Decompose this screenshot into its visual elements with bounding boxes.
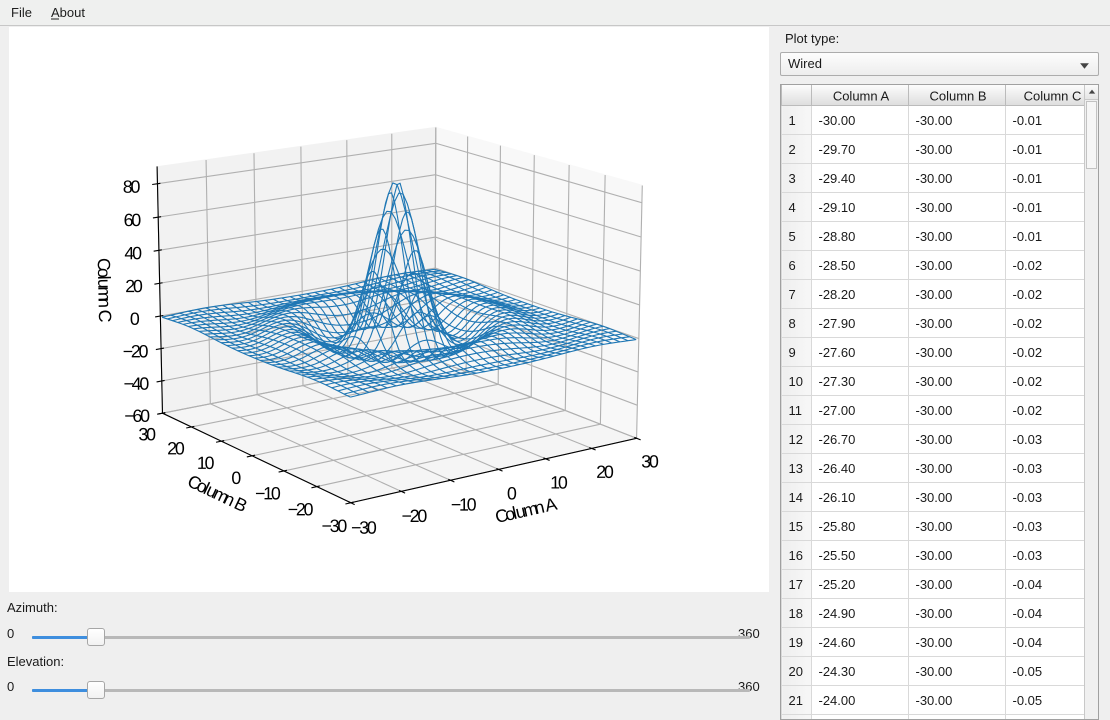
svg-text:9: 9 — [789, 345, 796, 360]
svg-text:-0.05: -0.05 — [1013, 693, 1043, 708]
svg-text:-30.00: -30.00 — [916, 519, 953, 534]
svg-text:-0.01: -0.01 — [1013, 229, 1043, 244]
svg-text:-29.10: -29.10 — [819, 200, 856, 215]
svg-text:-30.00: -30.00 — [916, 113, 953, 128]
svg-text:10: 10 — [789, 374, 803, 389]
svg-text:1: 1 — [789, 113, 796, 128]
svg-text:-0.03: -0.03 — [1013, 432, 1043, 447]
svg-text:-0.03: -0.03 — [1013, 490, 1043, 505]
svg-text:15: 15 — [789, 519, 803, 534]
svg-text:-0.01: -0.01 — [1013, 113, 1043, 128]
svg-text:17: 17 — [789, 577, 803, 592]
svg-text:-30.00: -30.00 — [916, 635, 953, 650]
svg-text:-0.05: -0.05 — [1013, 664, 1043, 679]
svg-text:-30.00: -30.00 — [916, 345, 953, 360]
svg-text:Plot type:: Plot type: — [785, 31, 839, 46]
svg-text:-0.04: -0.04 — [1013, 577, 1043, 592]
svg-text:Azimuth:: Azimuth: — [7, 600, 58, 615]
svg-text:8: 8 — [789, 316, 796, 331]
svg-text:-27.60: -27.60 — [819, 345, 856, 360]
svg-text:-0.02: -0.02 — [1013, 374, 1043, 389]
svg-text:-0.02: -0.02 — [1013, 345, 1043, 360]
svg-text:6: 6 — [789, 258, 796, 273]
svg-text:-25.50: -25.50 — [819, 548, 856, 563]
svg-text:-27.30: -27.30 — [819, 374, 856, 389]
svg-text:-30.00: -30.00 — [819, 113, 856, 128]
svg-text:19: 19 — [789, 635, 803, 650]
svg-text:-30.00: -30.00 — [916, 664, 953, 679]
svg-text:5: 5 — [789, 229, 796, 244]
svg-text:-0.01: -0.01 — [1013, 200, 1043, 215]
svg-text:-30.00: -30.00 — [916, 606, 953, 621]
svg-text:-24.60: -24.60 — [819, 635, 856, 650]
svg-text:Column C: Column C — [1024, 89, 1082, 104]
svg-text:-30.00: -30.00 — [916, 316, 953, 331]
svg-text:About: About — [51, 5, 85, 20]
svg-text:18: 18 — [789, 606, 803, 621]
svg-text:-30.00: -30.00 — [916, 577, 953, 592]
svg-text:21: 21 — [789, 693, 803, 708]
svg-text:-0.02: -0.02 — [1013, 403, 1043, 418]
svg-text:-30.00: -30.00 — [916, 287, 953, 302]
svg-text:File: File — [11, 5, 32, 20]
svg-text:-0.04: -0.04 — [1013, 635, 1043, 650]
svg-text:-30.00: -30.00 — [916, 693, 953, 708]
svg-text:-30.00: -30.00 — [916, 258, 953, 273]
svg-text:-26.40: -26.40 — [819, 461, 856, 476]
svg-text:7: 7 — [789, 287, 796, 302]
svg-text:-26.10: -26.10 — [819, 490, 856, 505]
svg-text:-30.00: -30.00 — [916, 171, 953, 186]
svg-text:-30.00: -30.00 — [916, 374, 953, 389]
svg-text:-30.00: -30.00 — [916, 548, 953, 563]
svg-text:-24.00: -24.00 — [819, 693, 856, 708]
svg-text:-0.01: -0.01 — [1013, 142, 1043, 157]
svg-text:-27.00: -27.00 — [819, 403, 856, 418]
svg-text:Column A: Column A — [833, 89, 890, 104]
svg-text:-28.20: -28.20 — [819, 287, 856, 302]
svg-text:-0.01: -0.01 — [1013, 171, 1043, 186]
svg-text:-0.03: -0.03 — [1013, 519, 1043, 534]
svg-text:-30.00: -30.00 — [916, 490, 953, 505]
svg-text:-24.30: -24.30 — [819, 664, 856, 679]
svg-text:20: 20 — [789, 664, 803, 679]
svg-text:-30.00: -30.00 — [916, 461, 953, 476]
svg-text:Column B: Column B — [929, 89, 986, 104]
svg-text:-0.03: -0.03 — [1013, 548, 1043, 563]
svg-text:-0.04: -0.04 — [1013, 606, 1043, 621]
svg-text:-0.02: -0.02 — [1013, 258, 1043, 273]
svg-text:-28.80: -28.80 — [819, 229, 856, 244]
svg-text:11: 11 — [789, 403, 803, 418]
svg-text:-29.40: -29.40 — [819, 171, 856, 186]
svg-text:-25.20: -25.20 — [819, 577, 856, 592]
svg-text:12: 12 — [789, 432, 803, 447]
svg-text:4: 4 — [789, 200, 796, 215]
svg-text:-0.03: -0.03 — [1013, 461, 1043, 476]
svg-text:16: 16 — [789, 548, 803, 563]
svg-text:2: 2 — [789, 142, 796, 157]
svg-text:3: 3 — [789, 171, 796, 186]
svg-text:-30.00: -30.00 — [916, 229, 953, 244]
svg-text:-27.90: -27.90 — [819, 316, 856, 331]
svg-text:-25.80: -25.80 — [819, 519, 856, 534]
svg-text:-29.70: -29.70 — [819, 142, 856, 157]
svg-text:14: 14 — [789, 490, 803, 505]
svg-text:13: 13 — [789, 461, 803, 476]
svg-text:-26.70: -26.70 — [819, 432, 856, 447]
svg-text:-24.90: -24.90 — [819, 606, 856, 621]
svg-text:-30.00: -30.00 — [916, 403, 953, 418]
svg-text:-28.50: -28.50 — [819, 258, 856, 273]
svg-text:-30.00: -30.00 — [916, 200, 953, 215]
svg-text:-0.02: -0.02 — [1013, 316, 1043, 331]
svg-text:-30.00: -30.00 — [916, 142, 953, 157]
svg-text:Elevation:: Elevation: — [7, 654, 64, 669]
svg-text:-30.00: -30.00 — [916, 432, 953, 447]
svg-text:-0.02: -0.02 — [1013, 287, 1043, 302]
